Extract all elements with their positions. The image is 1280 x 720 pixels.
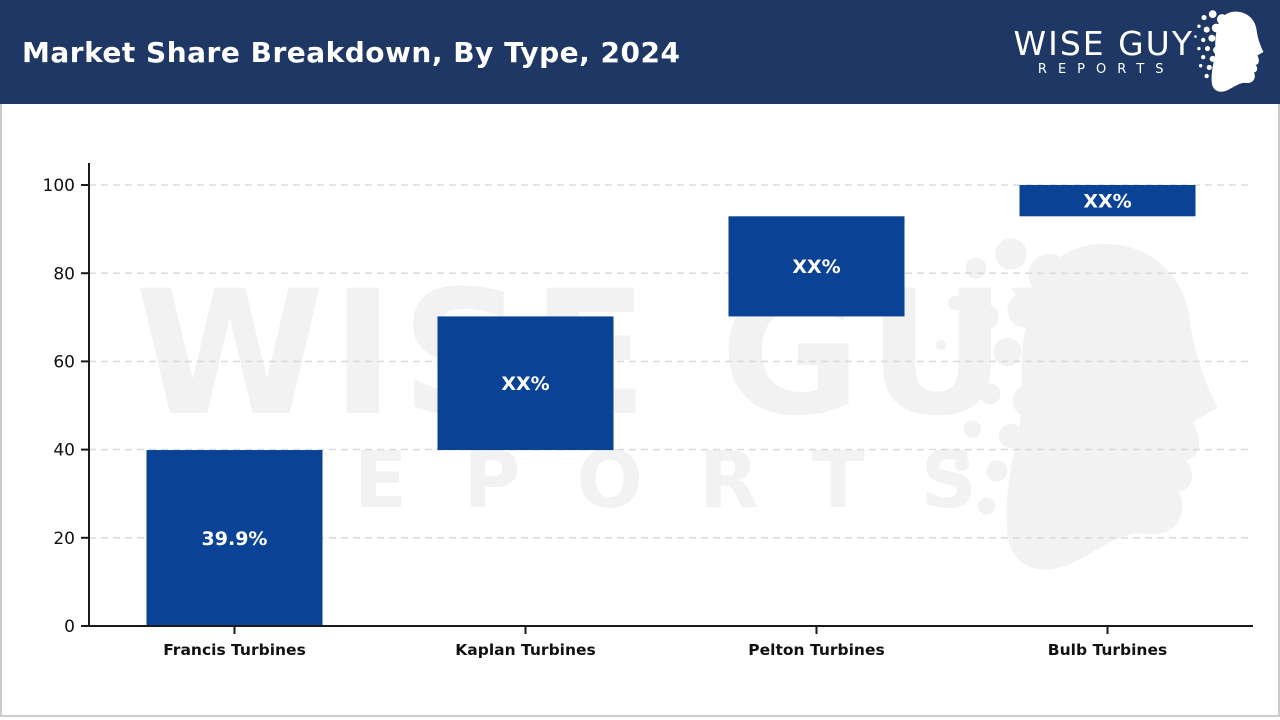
x-category-label: Francis Turbines xyxy=(163,641,306,659)
header-bar: Market Share Breakdown, By Type, 2024 WI… xyxy=(0,0,1280,104)
bar-value-label: XX% xyxy=(792,256,840,278)
bar-value-label: 39.9% xyxy=(202,528,268,550)
bar xyxy=(437,316,614,451)
y-tick-label: 100 xyxy=(43,176,75,196)
bar-value-label: XX% xyxy=(501,373,549,395)
logo-reports-label: REPORTS xyxy=(1037,62,1175,78)
bar xyxy=(1019,185,1196,217)
bar-value-label: XX% xyxy=(1083,190,1131,212)
y-tick-label: 80 xyxy=(53,264,75,284)
y-tick-label: 20 xyxy=(53,529,75,549)
watermark-text-reports: REPORTS xyxy=(238,436,1033,526)
y-tick-label: 40 xyxy=(53,441,75,461)
logo-face-icon xyxy=(1194,10,1264,92)
x-category-label: Kaplan Turbines xyxy=(455,641,596,659)
x-category-label: Bulb Turbines xyxy=(1048,641,1167,659)
x-category-label: Pelton Turbines xyxy=(748,641,884,659)
y-tick-label: 60 xyxy=(53,353,75,373)
wise-guy-reports-logo: WISE GUY REPORTS xyxy=(1013,9,1280,95)
bar xyxy=(146,450,323,626)
bar xyxy=(728,216,905,317)
logo-text: WISE GUY REPORTS xyxy=(1013,23,1194,78)
logo-wiseguy-label: WISE GUY xyxy=(1013,23,1194,63)
page-title: Market Share Breakdown, By Type, 2024 xyxy=(22,35,681,69)
y-tick-label: 0 xyxy=(64,617,75,637)
